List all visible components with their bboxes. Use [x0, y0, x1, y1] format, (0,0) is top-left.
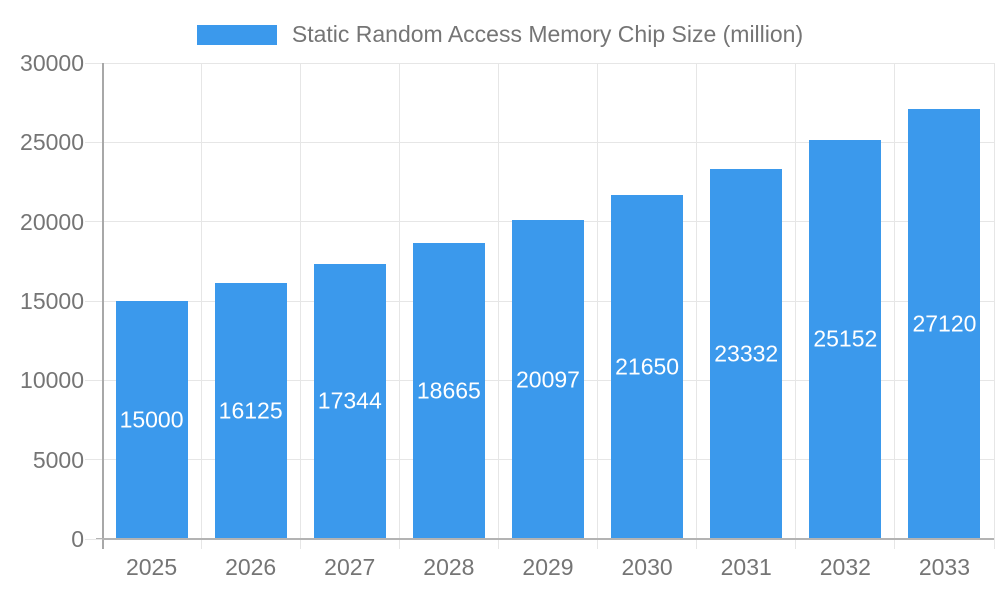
x-tick-label-2026: 2026 [225, 554, 277, 580]
x-tick-label-2025: 2025 [125, 554, 178, 580]
bar-value-2026: 16125 [218, 397, 283, 424]
y-tick-label-30000: 30000 [20, 50, 84, 76]
v-gridline [894, 63, 896, 549]
h-gridline-25000 [85, 141, 994, 143]
bar-value-2029: 20097 [516, 366, 580, 393]
bar-value-2033: 27120 [912, 310, 977, 337]
chart-legend[interactable]: Static Random Access Memory Chip Size (m… [0, 21, 1000, 48]
v-gridline [200, 63, 202, 549]
y-tick-label-20000: 20000 [20, 208, 84, 235]
legend-label: Static Random Access Memory Chip Size (m… [291, 21, 804, 47]
bar-2030[interactable] [611, 195, 684, 539]
bar-2025[interactable] [115, 301, 188, 539]
bar-2027[interactable] [313, 263, 386, 539]
bar-value-2031: 23332 [714, 340, 779, 367]
v-gridline [993, 63, 995, 549]
x-axis-line [96, 538, 994, 540]
v-gridline [696, 63, 698, 549]
v-gridline [597, 63, 599, 549]
v-gridline [497, 63, 499, 549]
y-tick-mark-0 [85, 538, 102, 540]
x-tick-label-2028: 2028 [423, 554, 475, 580]
x-tick-label-2030: 2030 [621, 554, 673, 580]
bar-2033[interactable] [908, 108, 981, 539]
y-tick-label-10000: 10000 [20, 367, 84, 394]
bar-value-2027: 17344 [317, 387, 382, 414]
bar-value-2030: 21650 [615, 353, 680, 380]
h-gridline-30000 [85, 62, 994, 64]
y-tick-label-0: 0 [71, 526, 84, 552]
bar-value-2025: 15000 [119, 406, 184, 433]
x-tick-label-2027: 2027 [324, 554, 376, 580]
y-tick-mark-20000 [85, 221, 102, 223]
y-tick-mark-25000 [85, 141, 102, 143]
x-tick-label-2032: 2032 [819, 554, 871, 580]
plot-area: 15000 16125 17344 18665 20097 21650 23332 25152… [85, 62, 995, 549]
x-tick-label-2033: 2033 [918, 554, 971, 580]
y-tick-label-15000: 15000 [20, 288, 84, 314]
y-tick-mark-30000 [85, 62, 102, 64]
bar-2029[interactable] [512, 220, 584, 539]
y-tick-mark-5000 [85, 459, 102, 461]
y-tick-label-5000: 5000 [32, 446, 84, 473]
bar-2028[interactable] [412, 242, 485, 539]
bar-2026[interactable] [214, 283, 287, 539]
v-gridline [795, 63, 797, 549]
y-tick-mark-15000 [85, 300, 102, 302]
x-tick-label-2031: 2031 [720, 554, 772, 580]
v-gridline [299, 63, 301, 549]
bar-2032[interactable] [809, 139, 882, 539]
x-tick-label-2029: 2029 [522, 554, 574, 580]
legend-swatch-icon [196, 24, 277, 45]
v-gridline [398, 63, 400, 549]
bar-value-2028: 18665 [416, 377, 481, 404]
bar-2031[interactable] [710, 168, 783, 539]
bar-value-2032: 25152 [813, 325, 878, 352]
y-tick-label-25000: 25000 [20, 129, 84, 156]
y-tick-mark-10000 [85, 379, 102, 381]
y-axis-line [102, 63, 104, 549]
